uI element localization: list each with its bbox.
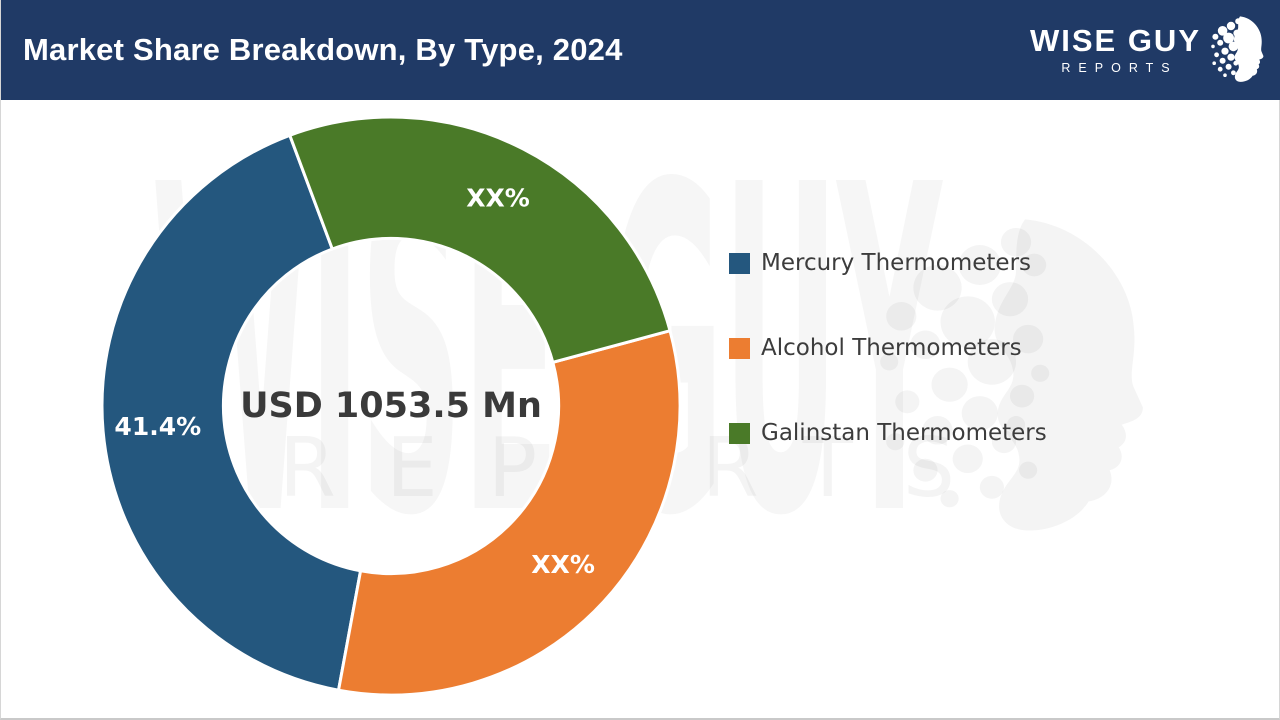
donut-chart: 41.4% XX% XX%: [100, 115, 682, 697]
brand-logo: WISE GUY REPORTS: [1030, 9, 1267, 91]
brand-subtitle: REPORTS: [1061, 61, 1178, 75]
brand-face-icon: [1207, 9, 1267, 91]
donut-center-value: USD 1053.5 Mn: [240, 386, 542, 426]
legend-label-galinstan: Galinstan Thermometers: [761, 420, 1047, 446]
legend-item-mercury: Mercury Thermometers: [729, 241, 1047, 285]
page-title: Market Share Breakdown, By Type, 2024: [23, 32, 623, 67]
header-bar: Market Share Breakdown, By Type, 2024 WI…: [1, 0, 1280, 100]
slice-label-mercury-thermometers: 41.4%: [114, 412, 201, 441]
pie-slice-alcohol-thermometers: [337, 329, 682, 697]
brand-name: WISE GUY: [1029, 23, 1201, 58]
pie-slice-galinstan-thermometers: [288, 115, 672, 364]
slice-label-galinstan-thermometers: XX%: [466, 183, 530, 212]
legend-swatch-alcohol: [729, 337, 750, 359]
chart-area: WISE GUY REPORTS 41.4%XX%XX% USD 1053.5 …: [1, 100, 1280, 720]
legend-item-alcohol: Alcohol Thermometers: [729, 326, 1047, 370]
pie-slice-mercury-thermometers: [100, 133, 363, 692]
legend-label-alcohol: Alcohol Thermometers: [761, 335, 1022, 361]
legend-swatch-galinstan: [729, 422, 750, 444]
brand-logo-text: WISE GUY REPORTS: [1030, 25, 1201, 75]
legend-swatch-mercury: [729, 252, 750, 274]
legend: Mercury Thermometers Alcohol Thermometer…: [729, 241, 1047, 455]
legend-item-galinstan: Galinstan Thermometers: [729, 411, 1047, 455]
legend-label-mercury: Mercury Thermometers: [761, 250, 1032, 276]
slice-label-alcohol-thermometers: XX%: [531, 550, 595, 579]
